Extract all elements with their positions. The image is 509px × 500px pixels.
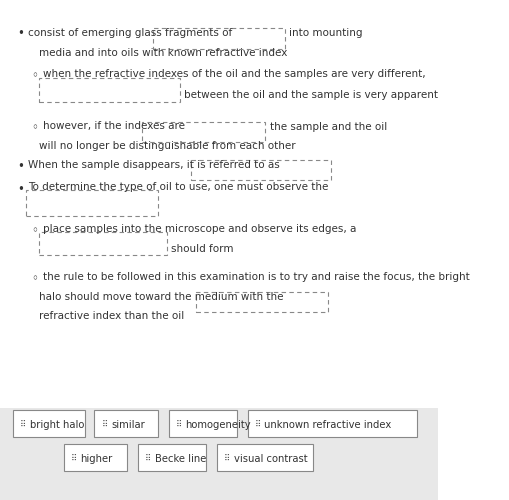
Text: ⠿: ⠿	[145, 454, 152, 463]
Text: higher: higher	[80, 454, 112, 464]
Text: the rule to be followed in this examination is to try and raise the focus, the b: the rule to be followed in this examinat…	[43, 272, 469, 282]
Text: media and into oils with known refractive index: media and into oils with known refractiv…	[40, 48, 288, 58]
Text: ⠿: ⠿	[176, 420, 182, 429]
FancyBboxPatch shape	[169, 410, 237, 437]
Text: when the refractive indexes of the oil and the samples are very different,: when the refractive indexes of the oil a…	[43, 69, 425, 79]
Text: When the sample disappears, it is referred to as: When the sample disappears, it is referr…	[29, 160, 280, 170]
Text: Becke line: Becke line	[155, 454, 206, 464]
Text: place samples into the microscope and observe its edges, a: place samples into the microscope and ob…	[43, 224, 356, 234]
Text: will no longer be distinguishable from each other: will no longer be distinguishable from e…	[40, 141, 296, 151]
Text: refractive index than the oil: refractive index than the oil	[40, 311, 185, 321]
Text: ◦: ◦	[32, 272, 39, 285]
FancyBboxPatch shape	[13, 410, 86, 437]
FancyBboxPatch shape	[248, 410, 416, 437]
Text: similar: similar	[111, 420, 145, 430]
Text: into mounting: into mounting	[290, 28, 363, 38]
Text: should form: should form	[171, 244, 234, 254]
Text: consist of emerging glass fragments of: consist of emerging glass fragments of	[29, 28, 233, 38]
Text: ⠿: ⠿	[71, 454, 77, 463]
Text: ⠿: ⠿	[101, 420, 108, 429]
Text: halo should move toward the medium with the: halo should move toward the medium with …	[40, 292, 284, 302]
Text: ◦: ◦	[32, 224, 39, 237]
Text: •: •	[17, 28, 24, 40]
Text: •: •	[17, 160, 24, 173]
Text: visual contrast: visual contrast	[234, 454, 307, 464]
Text: homogeneity: homogeneity	[185, 420, 251, 430]
Text: unknown refractive index: unknown refractive index	[264, 420, 391, 430]
FancyBboxPatch shape	[64, 444, 127, 471]
Text: ◦: ◦	[32, 69, 39, 82]
Text: To determine the type of oil to use, one must observe the: To determine the type of oil to use, one…	[29, 182, 329, 192]
Text: ⠿: ⠿	[224, 454, 231, 463]
Text: however, if the indexes are: however, if the indexes are	[43, 122, 185, 132]
Text: ◦: ◦	[32, 122, 39, 134]
Text: ⠿: ⠿	[20, 420, 26, 429]
FancyBboxPatch shape	[94, 410, 158, 437]
Text: ⠿: ⠿	[254, 420, 261, 429]
FancyBboxPatch shape	[217, 444, 314, 471]
Text: bright halo: bright halo	[30, 420, 84, 430]
Text: the sample and the oil: the sample and the oil	[270, 122, 387, 132]
FancyBboxPatch shape	[138, 444, 206, 471]
FancyBboxPatch shape	[0, 408, 438, 500]
Text: between the oil and the sample is very apparent: between the oil and the sample is very a…	[184, 90, 438, 100]
Text: •: •	[17, 182, 24, 196]
